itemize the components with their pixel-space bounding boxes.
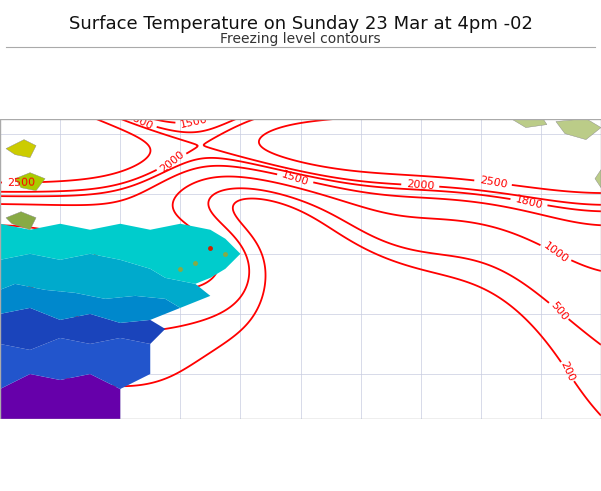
Polygon shape [0, 254, 210, 308]
Polygon shape [0, 224, 240, 284]
Text: 2500: 2500 [478, 175, 508, 190]
Text: 2500: 2500 [7, 177, 35, 188]
Text: 2000: 2000 [157, 149, 186, 175]
Polygon shape [6, 212, 36, 230]
Polygon shape [595, 170, 601, 188]
Text: Freezing level contours: Freezing level contours [220, 32, 381, 46]
Text: 1800: 1800 [514, 194, 544, 211]
Text: 2000: 2000 [406, 179, 435, 191]
Polygon shape [15, 173, 45, 191]
Text: 1000: 1000 [542, 241, 570, 265]
Text: 1800: 1800 [124, 111, 154, 132]
Polygon shape [556, 118, 601, 139]
Text: Surface Temperature on Sunday 23 Mar at 4pm -02: Surface Temperature on Sunday 23 Mar at … [69, 15, 532, 33]
Polygon shape [511, 115, 547, 128]
Polygon shape [0, 374, 120, 419]
Text: 1500: 1500 [281, 169, 310, 188]
Text: 500: 500 [548, 300, 569, 322]
Polygon shape [0, 284, 180, 323]
Polygon shape [6, 139, 36, 158]
Polygon shape [0, 338, 150, 389]
Text: 1500: 1500 [180, 114, 209, 130]
Polygon shape [0, 308, 165, 350]
Text: 200: 200 [558, 360, 576, 383]
